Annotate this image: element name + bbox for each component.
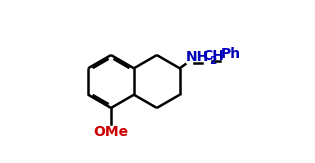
Text: Ph: Ph	[220, 47, 240, 61]
Text: OMe: OMe	[94, 125, 129, 139]
Text: NH: NH	[186, 50, 209, 64]
Text: 2: 2	[209, 56, 216, 66]
Text: CH: CH	[203, 49, 225, 63]
